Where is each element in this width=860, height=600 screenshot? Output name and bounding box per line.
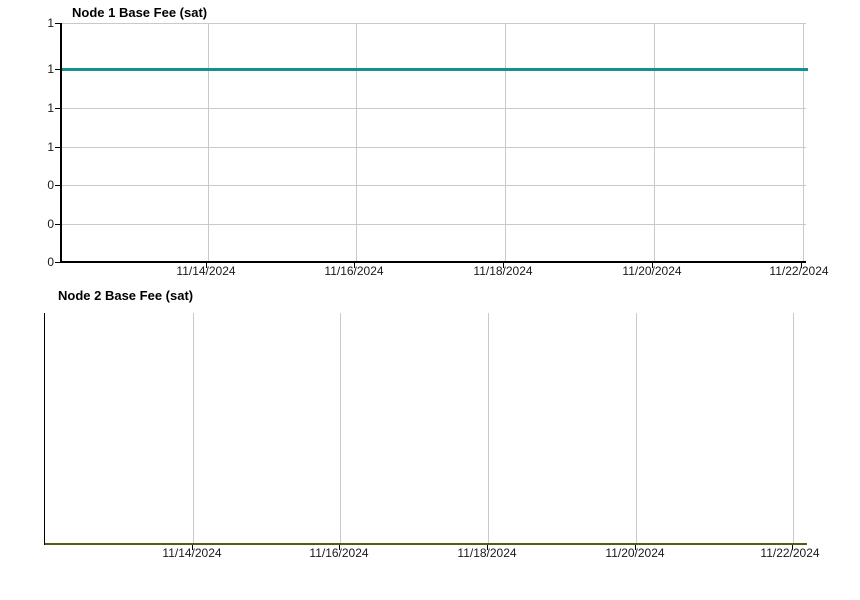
- x-tick-label: 11/22/2024: [760, 546, 820, 560]
- chart-title-node-1: Node 1 Base Fee (sat): [72, 5, 208, 20]
- y-tick-mark: [55, 185, 60, 186]
- x-tick-label: 11/20/2024: [622, 264, 682, 278]
- gridline-vertical: [803, 23, 804, 261]
- y-tick-label: 0: [47, 178, 54, 192]
- gridline-vertical: [356, 23, 357, 261]
- x-tick-mark: [354, 263, 355, 268]
- gridline-vertical: [505, 23, 506, 261]
- gridline-horizontal: [62, 23, 806, 24]
- gridline-vertical: [340, 313, 341, 544]
- chart-panel-node-2: Node 2 Base Fee (sat) 11/14/2024 11/16/2…: [0, 285, 860, 585]
- x-tick-label: 11/20/2024: [605, 546, 665, 560]
- chart-panel-node-1: Node 1 Base Fee (sat) 1 1 1 1 0 0 0: [0, 0, 860, 285]
- y-tick-label: 1: [47, 62, 54, 76]
- x-tick-label: 11/18/2024: [473, 264, 533, 278]
- gridline-horizontal: [62, 147, 806, 148]
- x-tick-label: 11/22/2024: [769, 264, 829, 278]
- plot-area-node-1[interactable]: [60, 23, 808, 263]
- y-tick-mark: [55, 147, 60, 148]
- x-tick-mark: [635, 545, 636, 550]
- y-tick-mark: [55, 262, 60, 263]
- series-line-node-2: [45, 543, 807, 545]
- plot-area-node-2[interactable]: [44, 313, 807, 545]
- chart-title-node-2: Node 2 Base Fee (sat): [58, 288, 194, 303]
- series-line-node-1: [62, 68, 808, 71]
- gridline-vertical: [793, 313, 794, 544]
- x-tick-mark: [503, 263, 504, 268]
- y-tick-label: 0: [47, 255, 54, 269]
- x-tick-mark: [339, 545, 340, 550]
- x-tick-label: 11/14/2024: [162, 546, 222, 560]
- x-tick-label: 11/16/2024: [324, 264, 384, 278]
- y-tick-mark: [55, 69, 60, 70]
- x-tick-mark: [206, 263, 207, 268]
- gridline-vertical: [654, 23, 655, 261]
- gridline-horizontal: [62, 224, 806, 225]
- y-tick-mark: [55, 23, 60, 24]
- x-tick-mark: [487, 545, 488, 550]
- gridline-horizontal: [62, 108, 806, 109]
- gridline-vertical: [208, 23, 209, 261]
- y-axis-node-1: 1 1 1 1 0 0 0: [0, 0, 54, 285]
- y-tick-label: 1: [47, 140, 54, 154]
- gridline-vertical: [636, 313, 637, 544]
- x-tick-mark: [801, 263, 802, 268]
- x-tick-mark: [652, 263, 653, 268]
- y-tick-label: 0: [47, 217, 54, 231]
- gridline-vertical: [488, 313, 489, 544]
- y-tick-label: 1: [47, 101, 54, 115]
- x-tick-mark: [792, 545, 793, 550]
- y-tick-label: 1: [47, 16, 54, 30]
- gridline-horizontal: [62, 185, 806, 186]
- x-tick-label: 11/14/2024: [176, 264, 236, 278]
- x-tick-label: 11/16/2024: [309, 546, 369, 560]
- x-tick-mark: [192, 545, 193, 550]
- y-tick-mark: [55, 224, 60, 225]
- gridline-vertical: [193, 313, 194, 544]
- y-tick-mark: [55, 108, 60, 109]
- x-tick-label: 11/18/2024: [457, 546, 517, 560]
